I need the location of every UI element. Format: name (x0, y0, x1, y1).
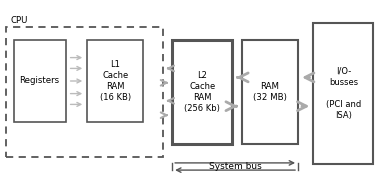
Bar (14, 40, 66, 122)
Text: RAM
(32 MB): RAM (32 MB) (253, 82, 287, 102)
Bar (172, 40, 232, 144)
Bar (313, 23, 373, 164)
Text: System bus: System bus (209, 162, 262, 171)
Text: I/O-
busses

(PCI and
ISA): I/O- busses (PCI and ISA) (326, 67, 361, 120)
Text: CPU: CPU (10, 16, 28, 25)
Text: Registers: Registers (20, 76, 60, 86)
Bar (87, 40, 143, 122)
Text: L1
Cache
RAM
(16 KB): L1 Cache RAM (16 KB) (99, 60, 131, 102)
Bar (242, 40, 298, 144)
Text: L2
Cache
RAM
(256 Kb): L2 Cache RAM (256 Kb) (184, 71, 220, 113)
Bar (6, 27, 163, 157)
